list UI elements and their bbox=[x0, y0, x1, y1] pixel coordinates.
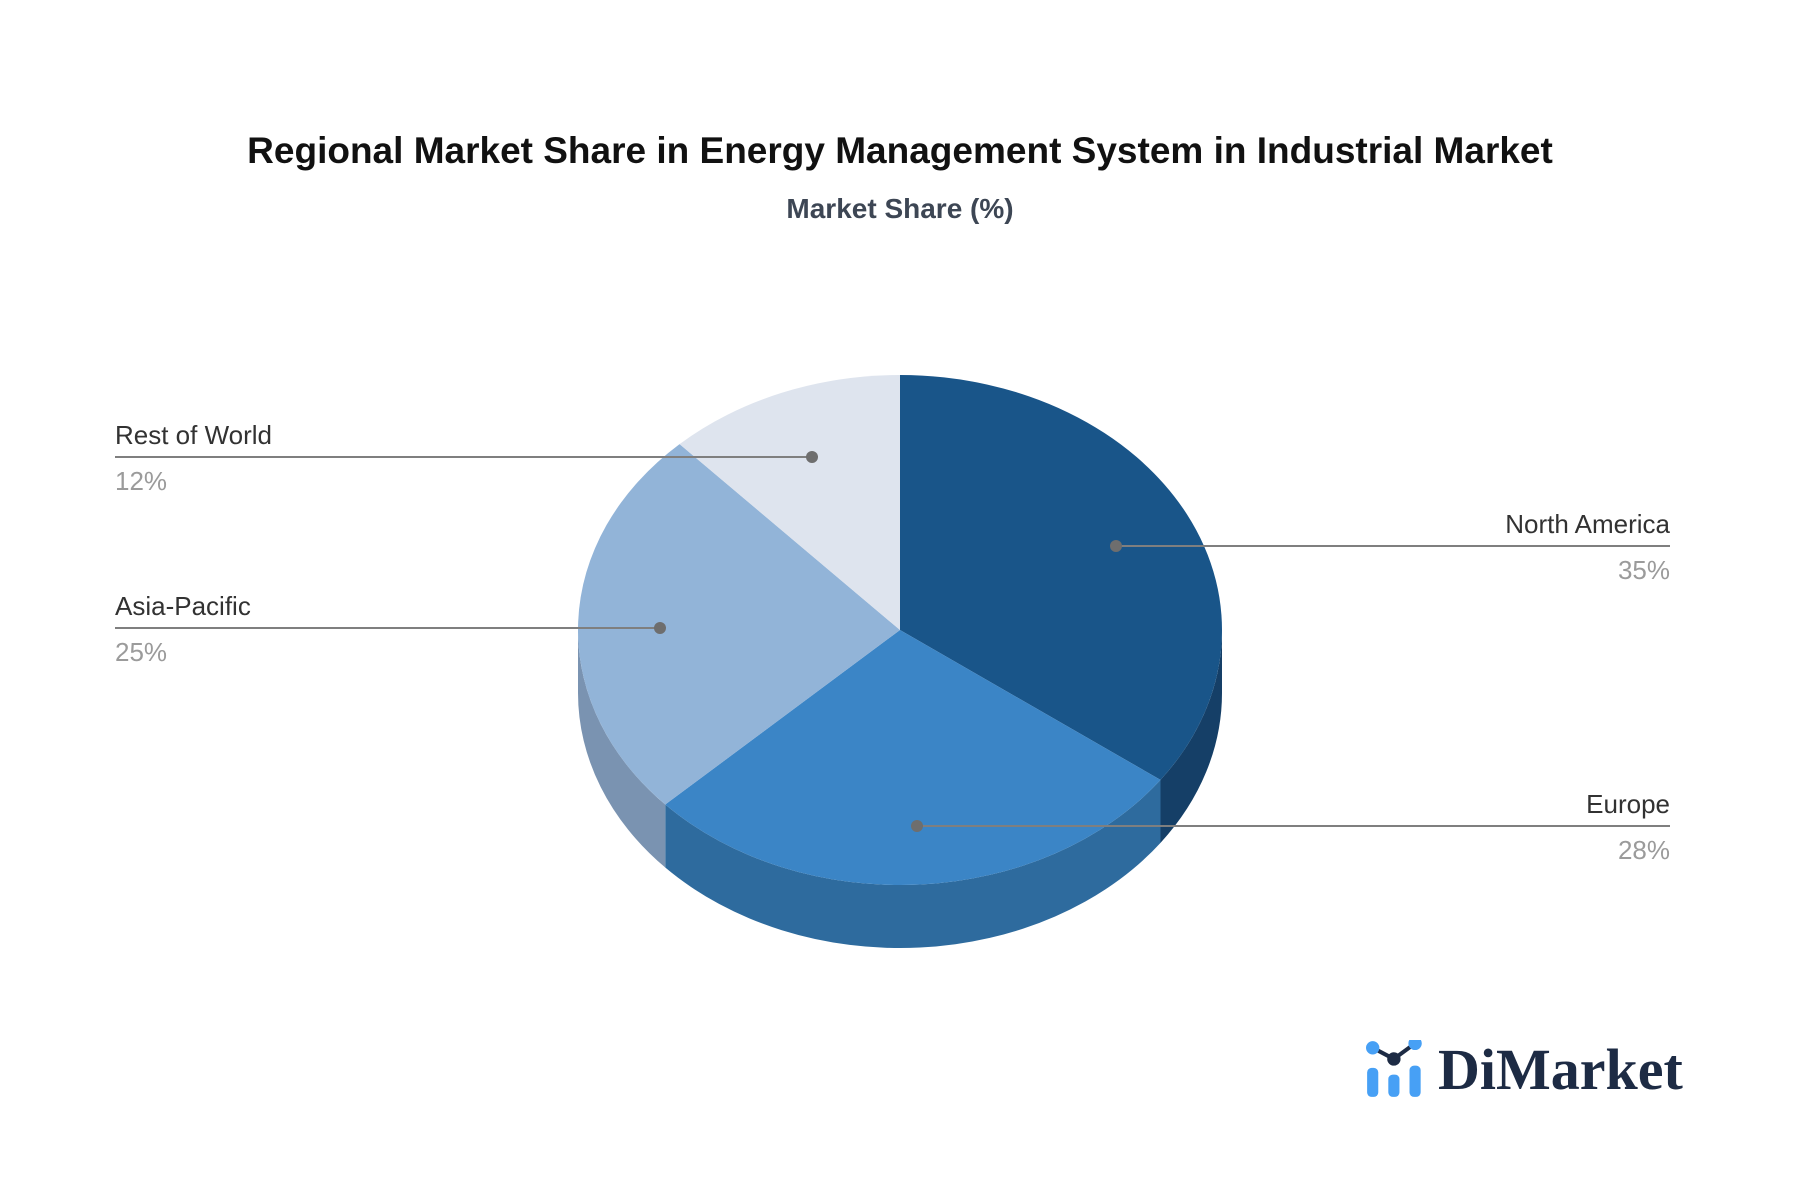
leader-dot bbox=[806, 451, 818, 463]
slice-value: 12% bbox=[115, 466, 168, 496]
leader-line-north-america bbox=[1110, 540, 1670, 552]
slice-value: 28% bbox=[1617, 835, 1670, 865]
slice-value: 35% bbox=[1617, 555, 1670, 585]
callout-rest-of-world: Rest of World 12% bbox=[115, 418, 272, 498]
slice-value: 25% bbox=[115, 637, 168, 667]
brand-name: DiMarket bbox=[1438, 1037, 1683, 1102]
chart-subtitle: Market Share (%) bbox=[786, 193, 1014, 224]
slice-label: North America bbox=[1505, 509, 1670, 539]
slice-label: Asia-Pacific bbox=[115, 591, 251, 621]
chart-title: Regional Market Share in Energy Manageme… bbox=[247, 130, 1553, 171]
leader-line-asia-pacific bbox=[115, 622, 666, 634]
callout-europe: Europe 28% bbox=[1586, 787, 1670, 867]
callout-north-america: North America 35% bbox=[1505, 507, 1670, 587]
callout-asia-pacific: Asia-Pacific 25% bbox=[115, 589, 251, 669]
bar-chart-icon bbox=[1366, 1040, 1422, 1097]
leader-dot bbox=[911, 820, 923, 832]
brand-logo: DiMarket bbox=[1366, 1036, 1683, 1100]
leader-dot bbox=[1110, 540, 1122, 552]
leader-dot bbox=[654, 622, 666, 634]
leader-line-europe bbox=[911, 820, 1670, 832]
leader-line-rest-of-world bbox=[115, 451, 818, 463]
slice-label: Rest of World bbox=[115, 420, 273, 450]
slice-label: Europe bbox=[1586, 789, 1670, 819]
